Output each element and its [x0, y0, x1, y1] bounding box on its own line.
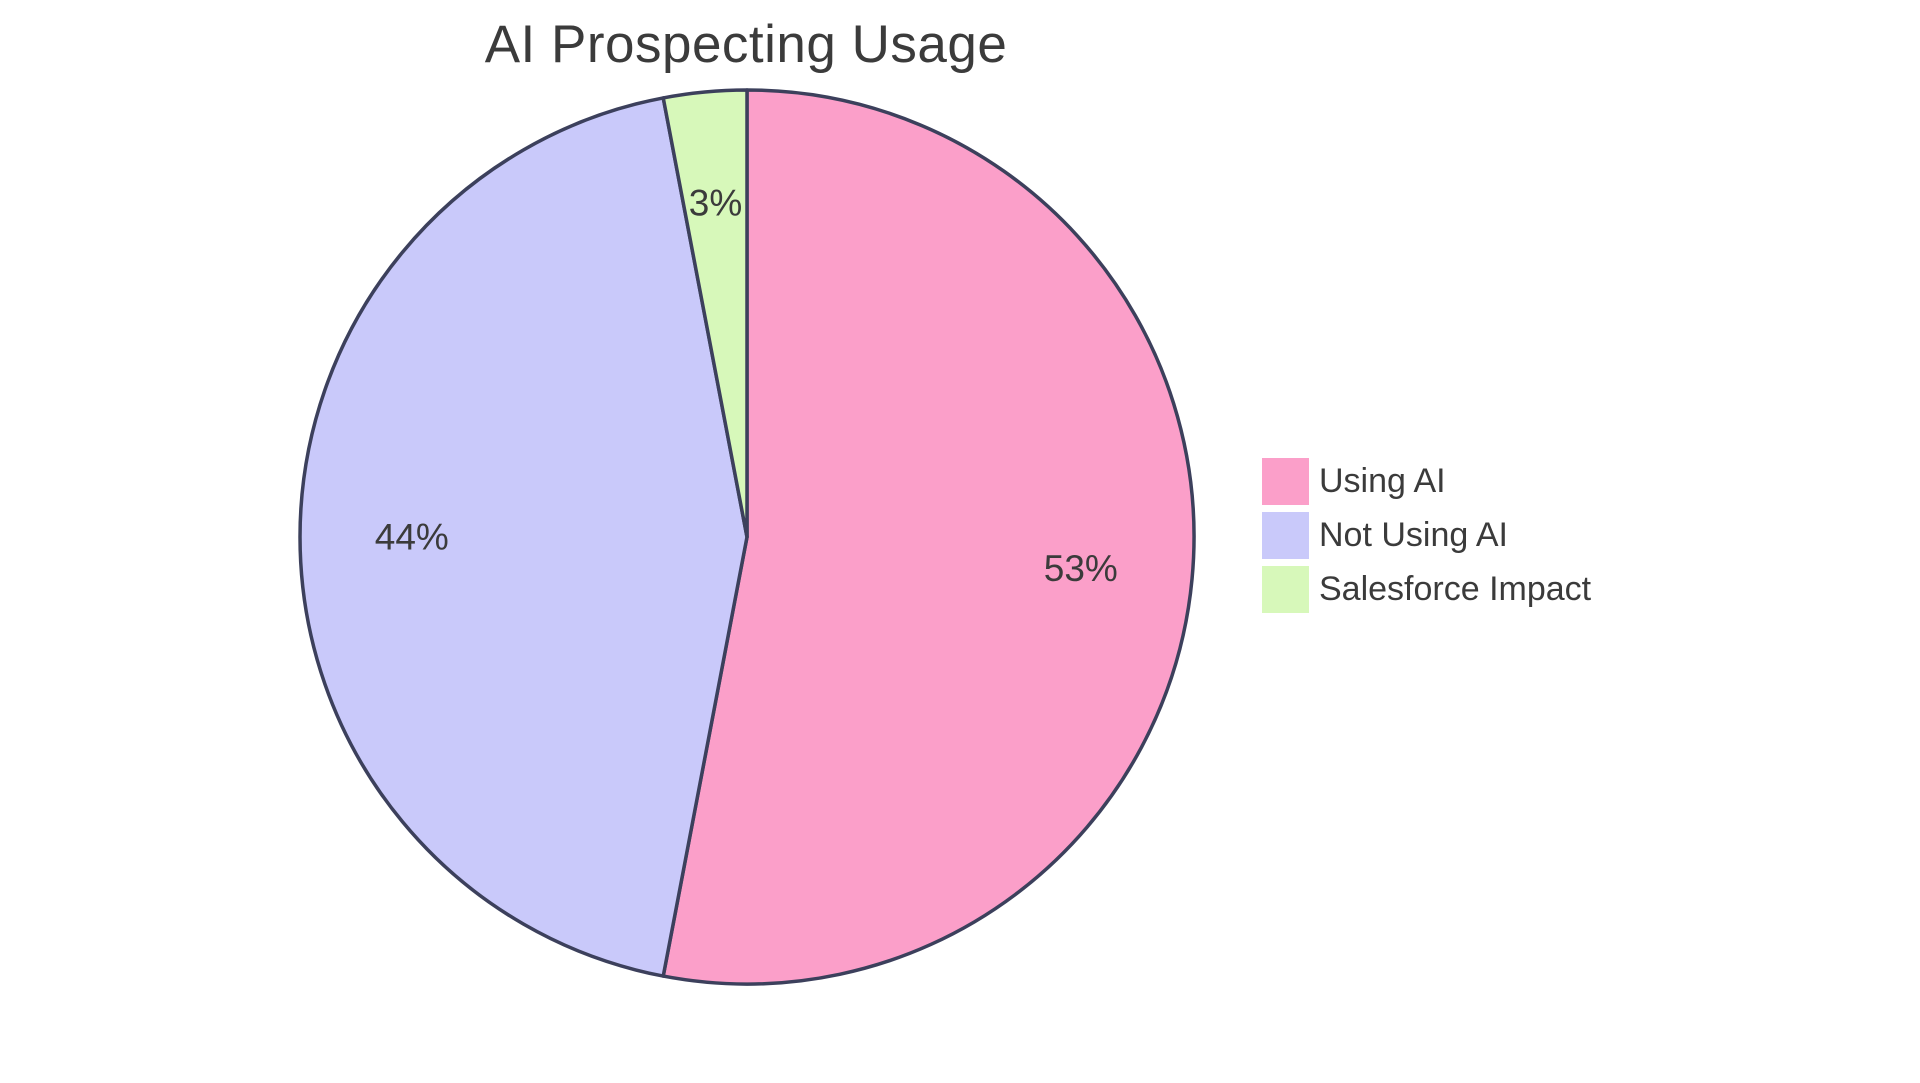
slice-percentage-label: 44% — [375, 517, 449, 558]
legend-item-salesforce-impact: Salesforce Impact — [1262, 566, 1591, 613]
slice-percentage-label: 3% — [689, 183, 742, 224]
legend-swatch — [1262, 458, 1309, 505]
legend-swatch — [1262, 566, 1309, 613]
chart-title: AI Prospecting Usage — [484, 15, 1008, 74]
pie-slice-labels: 53% 44% 3% — [375, 183, 1118, 589]
legend: Using AI Not Using AI Salesforce Impact — [1262, 458, 1591, 613]
pie-slice — [298, 96, 749, 978]
legend-item-not-using-ai: Not Using AI — [1262, 512, 1591, 559]
pie-slice — [661, 88, 749, 539]
legend-label: Salesforce Impact — [1319, 570, 1592, 608]
legend-item-using-ai: Using AI — [1262, 458, 1591, 505]
pie-slice — [661, 88, 1196, 986]
slice-percentage-label: 53% — [1044, 548, 1118, 589]
legend-label: Not Using AI — [1319, 516, 1508, 554]
pie-slices — [298, 88, 1196, 986]
legend-label: Using AI — [1319, 462, 1446, 500]
legend-swatch — [1262, 512, 1309, 559]
